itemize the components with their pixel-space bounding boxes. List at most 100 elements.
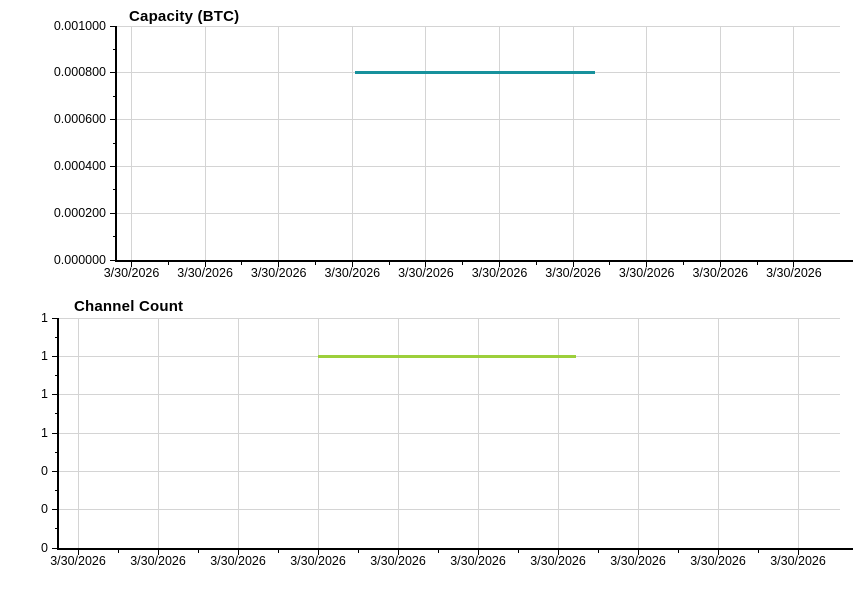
h-gridline xyxy=(59,509,840,511)
h-gridline xyxy=(59,470,840,472)
x-tick xyxy=(477,548,479,555)
y-tick xyxy=(52,394,59,396)
x-tick-label: 3/30/2026 xyxy=(610,554,666,568)
h-gridline xyxy=(59,432,840,434)
y-tick xyxy=(52,547,59,549)
x-tick xyxy=(77,548,79,555)
x-tick xyxy=(793,260,795,267)
y-tick-label: 0.000600 xyxy=(53,112,106,127)
x-tick-label: 3/30/2026 xyxy=(177,266,233,280)
x-tick xyxy=(397,548,399,555)
y-axis-line xyxy=(115,26,117,262)
v-gridline xyxy=(719,26,721,260)
x-minor-tick xyxy=(677,548,679,553)
y-tick xyxy=(52,432,59,434)
x-tick-label: 3/30/2026 xyxy=(618,266,675,280)
x-minor-tick xyxy=(117,548,119,553)
v-gridline xyxy=(797,318,799,548)
x-axis-line xyxy=(57,548,853,550)
x-tick-label: 3/30/2026 xyxy=(370,554,426,568)
x-tick-label: 3/30/2026 xyxy=(130,554,186,568)
x-minor-tick xyxy=(609,260,611,265)
v-gridline xyxy=(793,26,795,260)
x-axis-line xyxy=(115,260,853,262)
y-tick-label: 0.000000 xyxy=(53,252,106,267)
x-tick-label: 3/30/2026 xyxy=(692,266,749,280)
x-tick-label: 3/30/2026 xyxy=(103,266,160,280)
v-gridline xyxy=(351,26,353,260)
y-tick xyxy=(110,72,117,74)
x-minor-tick xyxy=(683,260,684,265)
y-tick xyxy=(110,25,117,27)
v-gridline xyxy=(572,26,574,260)
x-tick-label: 3/30/2026 xyxy=(450,554,506,568)
v-gridline xyxy=(397,318,399,548)
v-gridline xyxy=(717,318,719,548)
y-tick-label: 0.000400 xyxy=(53,158,106,173)
v-gridline xyxy=(278,26,280,260)
y-tick-label: 0 xyxy=(41,502,48,517)
v-gridline xyxy=(637,318,639,548)
h-gridline xyxy=(117,25,840,27)
y-tick xyxy=(52,317,59,319)
v-gridline xyxy=(499,26,500,260)
x-tick-label: 3/30/2026 xyxy=(290,554,346,568)
y-tick xyxy=(52,470,59,472)
x-minor-tick xyxy=(756,260,758,265)
x-tick xyxy=(131,260,132,267)
series-line xyxy=(354,71,595,75)
x-tick xyxy=(719,260,721,267)
x-tick xyxy=(572,260,574,267)
y-tick xyxy=(52,355,59,357)
x-tick-label: 3/30/2026 xyxy=(770,554,826,568)
v-gridline xyxy=(646,26,648,260)
y-tick-label: 1 xyxy=(41,348,48,363)
y-tick-label: 1 xyxy=(41,387,48,402)
x-minor-tick xyxy=(388,260,390,265)
y-tick xyxy=(110,259,117,261)
x-minor-tick xyxy=(357,548,359,553)
y-tick xyxy=(110,212,117,214)
y-tick-label: 0 xyxy=(41,463,48,478)
y-tick-label: 0 xyxy=(41,540,48,555)
x-minor-tick xyxy=(462,260,464,265)
v-gridline xyxy=(77,318,79,548)
v-gridline xyxy=(131,26,132,260)
y-tick-label: 1 xyxy=(41,310,48,325)
chart-title: Channel Count xyxy=(74,298,184,315)
v-gridline xyxy=(237,318,239,548)
y-tick xyxy=(110,119,117,121)
x-minor-tick xyxy=(277,548,279,553)
x-tick xyxy=(317,548,319,555)
x-tick xyxy=(425,260,427,267)
x-tick-label: 3/30/2026 xyxy=(471,266,528,280)
x-minor-tick xyxy=(437,548,439,553)
v-gridline xyxy=(557,318,559,548)
x-tick-label: 3/30/2026 xyxy=(530,554,586,568)
y-tick xyxy=(52,509,59,511)
x-tick xyxy=(351,260,353,267)
x-tick-label: 3/30/2026 xyxy=(690,554,746,568)
x-tick xyxy=(646,260,648,267)
x-tick xyxy=(557,548,559,555)
x-tick-label: 3/30/2026 xyxy=(50,554,106,568)
chart-title: Capacity (BTC) xyxy=(129,8,240,25)
x-minor-tick xyxy=(241,260,243,265)
y-tick-label: 1 xyxy=(41,425,48,440)
x-tick-label: 3/30/2026 xyxy=(250,266,307,280)
series-line xyxy=(318,354,576,358)
h-gridline xyxy=(117,165,840,167)
x-tick xyxy=(637,548,639,555)
y-tick-label: 0.000800 xyxy=(53,65,106,80)
x-minor-tick xyxy=(757,548,759,553)
x-minor-tick xyxy=(517,548,519,553)
h-gridline xyxy=(117,212,840,214)
x-tick-label: 3/30/2026 xyxy=(766,266,822,280)
x-minor-tick xyxy=(167,260,169,265)
v-gridline xyxy=(477,318,479,548)
x-minor-tick xyxy=(535,260,537,265)
x-minor-tick xyxy=(597,548,599,553)
h-gridline xyxy=(59,317,840,319)
